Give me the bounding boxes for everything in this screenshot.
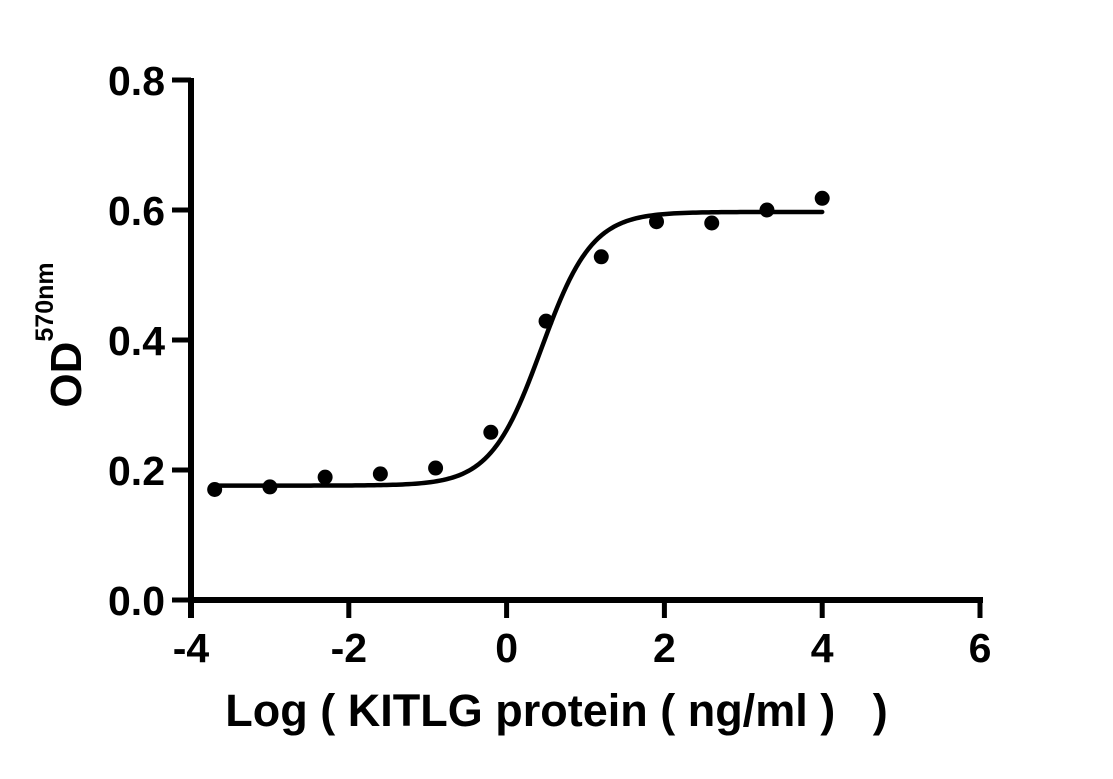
x-axis-label: Log ( KITLG protein ( ng/ml ) ) <box>225 685 888 736</box>
y-axis-label-subscript: 570nm <box>31 262 59 342</box>
data-point <box>704 215 720 231</box>
y-tick-label: 0.6 <box>108 188 165 234</box>
data-point <box>649 214 665 230</box>
x-tick-label: -4 <box>173 625 210 671</box>
x-tick-label: -2 <box>331 625 367 671</box>
y-tick-label: 0.0 <box>108 578 165 624</box>
y-tick-label: 0.4 <box>108 318 165 364</box>
data-point <box>538 313 554 329</box>
data-point <box>207 482 223 497</box>
x-tick-label: 6 <box>969 625 992 671</box>
y-tick-label: 0.8 <box>108 58 165 104</box>
data-point <box>262 479 278 495</box>
data-point <box>483 424 499 440</box>
x-tick-label: 2 <box>653 625 676 671</box>
data-point <box>814 190 830 206</box>
x-tick-label: 4 <box>811 625 834 671</box>
data-point <box>372 466 388 482</box>
x-tick-label: 0 <box>495 625 518 671</box>
y-tick-label: 0.2 <box>108 448 165 494</box>
data-point <box>593 249 609 265</box>
y-axis-label-text: OD <box>42 341 91 408</box>
data-point <box>428 460 444 476</box>
data-point <box>317 469 333 485</box>
fit-curve-line <box>210 209 825 488</box>
data-point <box>759 202 775 218</box>
y-axis-label: OD 570nm <box>31 215 91 455</box>
